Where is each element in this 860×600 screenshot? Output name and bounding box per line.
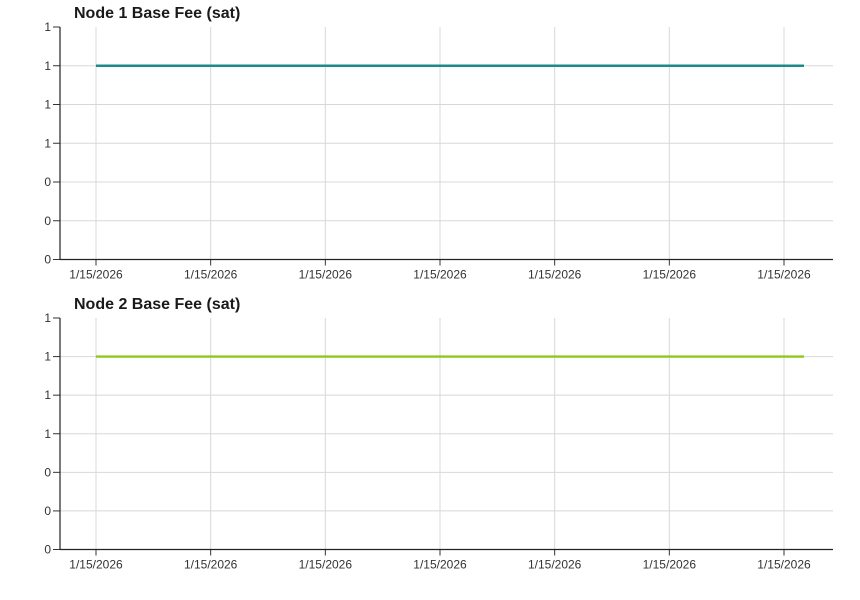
svg-text:1/15/2026: 1/15/2026 (184, 268, 238, 282)
svg-text:0: 0 (44, 543, 51, 557)
svg-text:1/15/2026: 1/15/2026 (643, 268, 697, 282)
svg-text:1: 1 (44, 59, 51, 73)
svg-text:1/15/2026: 1/15/2026 (69, 558, 123, 572)
svg-text:1: 1 (44, 427, 51, 441)
svg-text:1/15/2026: 1/15/2026 (413, 558, 467, 572)
svg-text:1/15/2026: 1/15/2026 (413, 268, 467, 282)
svg-text:1/15/2026: 1/15/2026 (757, 558, 811, 572)
svg-text:1: 1 (44, 388, 51, 402)
svg-text:1/15/2026: 1/15/2026 (299, 268, 353, 282)
svg-text:1/15/2026: 1/15/2026 (528, 558, 582, 572)
svg-text:0: 0 (44, 504, 51, 518)
svg-text:1/15/2026: 1/15/2026 (69, 268, 123, 282)
svg-text:1: 1 (44, 98, 51, 112)
svg-text:0: 0 (44, 253, 51, 267)
svg-text:Node 1 Base Fee (sat): Node 1 Base Fee (sat) (74, 5, 240, 22)
svg-text:1/15/2026: 1/15/2026 (528, 268, 582, 282)
svg-text:1/15/2026: 1/15/2026 (643, 558, 697, 572)
svg-text:0: 0 (44, 465, 51, 479)
svg-text:0: 0 (44, 175, 51, 189)
svg-text:1: 1 (44, 311, 51, 325)
svg-text:1: 1 (44, 350, 51, 364)
svg-text:Node 2 Base Fee (sat): Node 2 Base Fee (sat) (74, 296, 240, 313)
svg-text:0: 0 (44, 214, 51, 228)
svg-text:1/15/2026: 1/15/2026 (757, 268, 811, 282)
svg-text:1/15/2026: 1/15/2026 (299, 558, 353, 572)
svg-text:1/15/2026: 1/15/2026 (184, 558, 238, 572)
svg-text:1: 1 (44, 20, 51, 34)
svg-text:1: 1 (44, 136, 51, 150)
